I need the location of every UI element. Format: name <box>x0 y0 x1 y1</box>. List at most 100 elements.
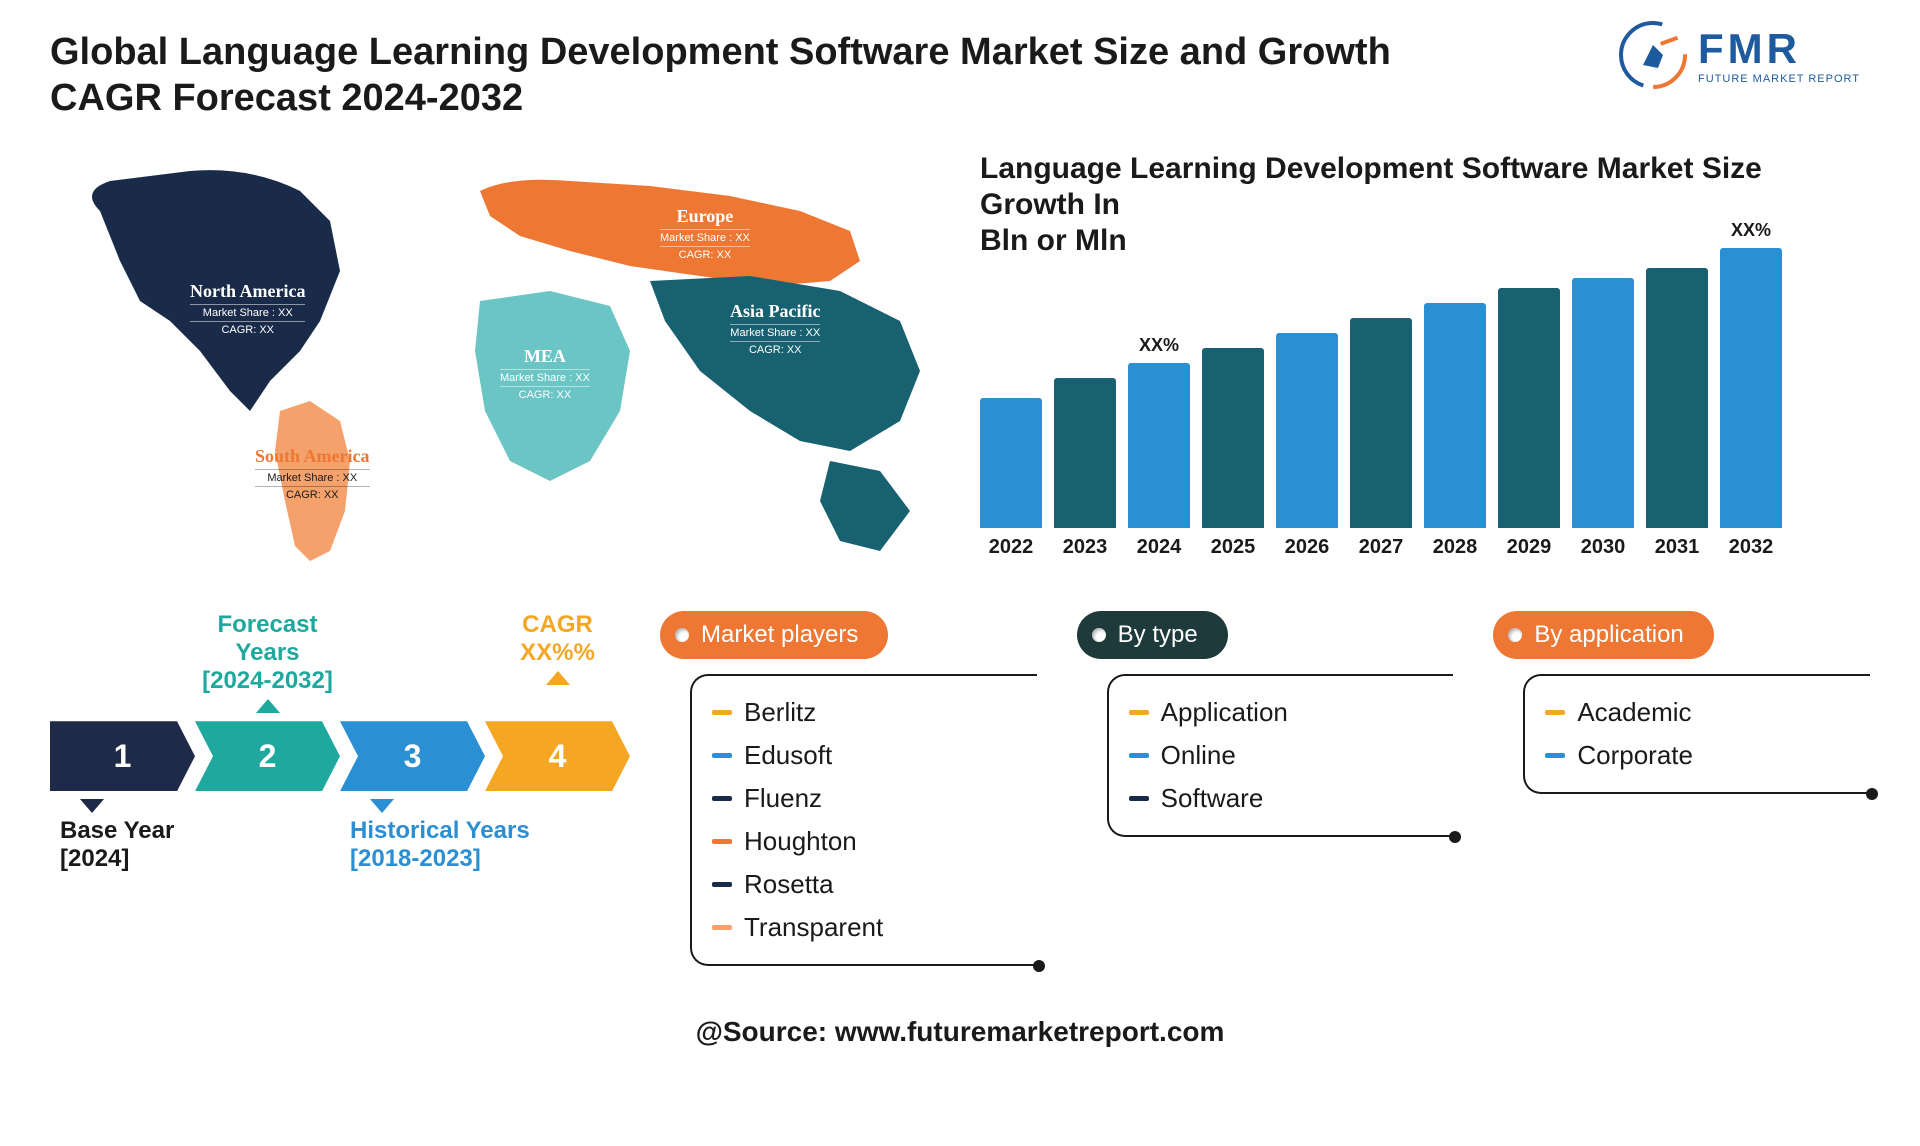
dash-icon <box>712 882 732 887</box>
bar-pct-label: XX% <box>1731 220 1771 241</box>
chart-title: Language Learning Development Software M… <box>980 151 1870 259</box>
bar-year-label: 2025 <box>1211 536 1256 559</box>
category-item: Application <box>1129 691 1454 734</box>
timeline: Forecast Years [2024-2032] CAGR XX%% 123… <box>50 611 630 966</box>
category-item: Corporate <box>1545 734 1870 777</box>
category-item: Software <box>1129 777 1454 820</box>
category-item-label: Rosetta <box>744 869 834 900</box>
category-item-label: Online <box>1161 740 1236 771</box>
category-title: By type <box>1118 621 1198 649</box>
category-item-label: Software <box>1161 783 1264 814</box>
dash-icon <box>1129 710 1149 715</box>
dot-icon <box>675 628 689 642</box>
timeline-bar: 1234 <box>50 721 630 791</box>
bar <box>980 398 1042 528</box>
bar-year-label: 2027 <box>1359 536 1404 559</box>
bar-2029: 2029 <box>1498 288 1560 559</box>
region-na: North America Market Share : XX CAGR: XX <box>190 281 305 336</box>
bar-year-label: 2022 <box>989 536 1034 559</box>
dash-icon <box>1129 753 1149 758</box>
category-item-label: Berlitz <box>744 697 816 728</box>
growth-chart: Language Learning Development Software M… <box>980 151 1870 571</box>
cagr-label: CAGR XX%% <box>485 611 630 713</box>
category-bracket: Berlitz Edusoft Fluenz Houghton Rosetta Trans… <box>690 674 1037 966</box>
category-by-type: By type Application Online Software <box>1077 611 1454 966</box>
source-footer: @Source: www.futuremarketreport.com <box>50 1016 1870 1048</box>
category-item-label: Academic <box>1577 697 1691 728</box>
dot-icon <box>1092 628 1106 642</box>
bar <box>1350 318 1412 528</box>
category-item: Academic <box>1545 691 1870 734</box>
bar-2024: XX%2024 <box>1128 363 1190 559</box>
dash-icon <box>712 710 732 715</box>
category-item: Berlitz <box>712 691 1037 734</box>
category-item: Online <box>1129 734 1454 777</box>
dash-icon <box>712 753 732 758</box>
category-title: By application <box>1534 621 1683 649</box>
bar-year-label: 2030 <box>1581 536 1626 559</box>
dash-icon <box>1545 710 1565 715</box>
triangle-up-icon <box>256 699 280 713</box>
triangle-up-icon <box>546 671 570 685</box>
category-bracket: Application Online Software <box>1107 674 1454 837</box>
category-pill: By type <box>1077 611 1228 659</box>
bar-year-label: 2029 <box>1507 536 1552 559</box>
logo-text-main: FMR <box>1698 25 1860 73</box>
bar-2023: 2023 <box>1054 378 1116 559</box>
region-ap: Asia Pacific Market Share : XX CAGR: XX <box>730 301 820 356</box>
category-item: Houghton <box>712 820 1037 863</box>
bar-2025: 2025 <box>1202 348 1264 559</box>
bar <box>1646 268 1708 528</box>
category-item-label: Houghton <box>744 826 857 857</box>
base-year-label: Base Year [2024] <box>50 791 200 873</box>
region-sa: South America Market Share : XX CAGR: XX <box>255 446 370 501</box>
category-title: Market players <box>701 621 858 649</box>
bar-year-label: 2023 <box>1063 536 1108 559</box>
bar-chart: 20222023XX%20242025202620272028202920302… <box>980 279 1870 559</box>
category-item-label: Transparent <box>744 912 883 943</box>
bar <box>1424 303 1486 528</box>
category-by-application: By application Academic Corporate <box>1493 611 1870 966</box>
region-mea: MEA Market Share : XX CAGR: XX <box>500 346 590 401</box>
category-bracket: Academic Corporate <box>1523 674 1870 794</box>
dash-icon <box>1129 796 1149 801</box>
timeline-segment-1: 1 <box>50 721 195 791</box>
bar <box>1720 248 1782 528</box>
bar-2028: 2028 <box>1424 303 1486 559</box>
bar-2032: XX%2032 <box>1720 248 1782 559</box>
historical-label: Historical Years [2018-2023] <box>340 791 560 873</box>
bar <box>1202 348 1264 528</box>
triangle-down-icon <box>80 799 104 813</box>
dash-icon <box>712 839 732 844</box>
category-item: Edusoft <box>712 734 1037 777</box>
categories: Market players Berlitz Edusoft Fluenz Hought… <box>660 611 1870 966</box>
bar <box>1276 333 1338 528</box>
category-item-label: Application <box>1161 697 1288 728</box>
category-market-players: Market players Berlitz Edusoft Fluenz Hought… <box>660 611 1037 966</box>
bar-2022: 2022 <box>980 398 1042 559</box>
category-item: Transparent <box>712 906 1037 949</box>
bar <box>1498 288 1560 528</box>
category-item-label: Corporate <box>1577 740 1693 771</box>
category-pill: By application <box>1493 611 1713 659</box>
dash-icon <box>1545 753 1565 758</box>
bar <box>1054 378 1116 528</box>
category-item-label: Fluenz <box>744 783 822 814</box>
category-item: Fluenz <box>712 777 1037 820</box>
region-eu: Europe Market Share : XX CAGR: XX <box>660 206 750 261</box>
logo-text-sub: FUTURE MARKET REPORT <box>1698 73 1860 85</box>
bar-2026: 2026 <box>1276 333 1338 559</box>
bar <box>1128 363 1190 528</box>
triangle-down-icon <box>370 799 394 813</box>
timeline-segment-3: 3 <box>340 721 485 791</box>
timeline-segment-2: 2 <box>195 721 340 791</box>
bar-year-label: 2026 <box>1285 536 1330 559</box>
bar-pct-label: XX% <box>1139 335 1179 356</box>
world-map: North America Market Share : XX CAGR: XX… <box>50 151 950 571</box>
dash-icon <box>712 796 732 801</box>
fmr-logo-icon <box>1618 20 1688 90</box>
dash-icon <box>712 925 732 930</box>
bar-2027: 2027 <box>1350 318 1412 559</box>
forecast-label: Forecast Years [2024-2032] <box>195 611 340 713</box>
category-item: Rosetta <box>712 863 1037 906</box>
